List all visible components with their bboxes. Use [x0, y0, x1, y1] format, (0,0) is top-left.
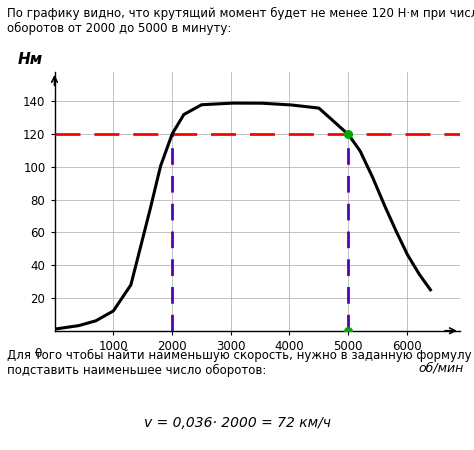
Text: v = 0,036· 2000 = 72 км/ч: v = 0,036· 2000 = 72 км/ч [144, 416, 330, 430]
Text: 0: 0 [35, 347, 42, 360]
Text: об/мин: об/мин [419, 362, 464, 375]
Text: По графику видно, что крутящий момент будет не менее 120 Н·м при числе
оборотов : По графику видно, что крутящий момент бу… [7, 7, 474, 35]
Text: Нм: Нм [18, 52, 43, 67]
Text: Для того чтобы найти наименьшую скорость, нужно в заданную формулу
подставить на: Для того чтобы найти наименьшую скорость… [7, 349, 472, 377]
